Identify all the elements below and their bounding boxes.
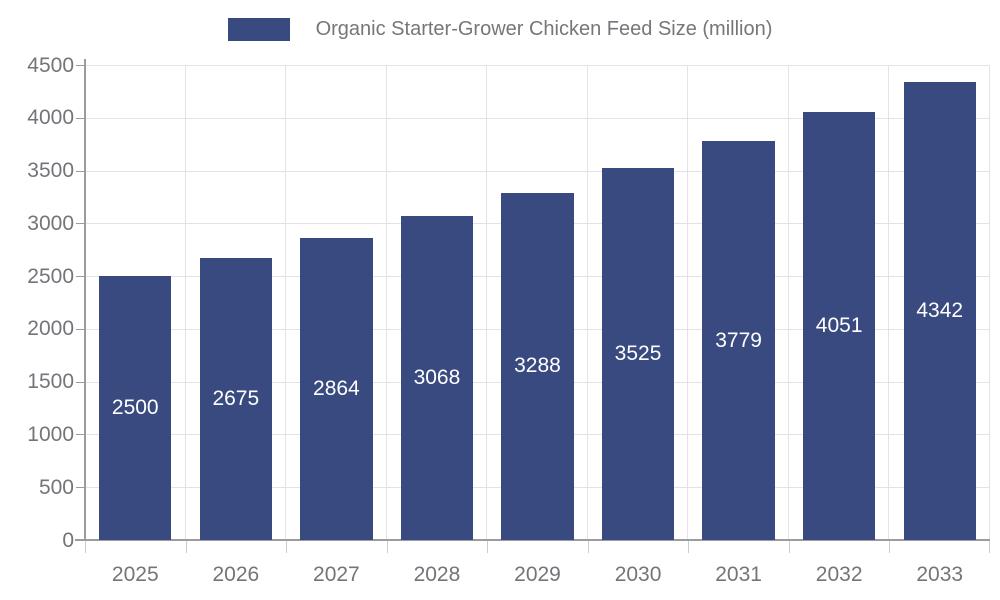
y-axis-tick [76,170,84,172]
x-axis-tick-label: 2033 [916,563,964,586]
bar-value-label: 2675 [212,386,260,410]
y-axis-tick [76,328,84,330]
x-axis-tick-label: 2032 [815,563,863,586]
y-axis-tick-label: 4000 [27,106,74,130]
chart-legend[interactable]: Organic Starter-Grower Chicken Feed Size… [0,15,1000,43]
x-axis-tick [587,541,589,553]
bar-value-label: 3288 [514,354,561,378]
gridline-vertical [184,65,186,540]
y-axis-tick-label: 4500 [27,53,74,77]
x-axis-tick-label: 2025 [111,563,159,586]
y-axis-tick-label: 1500 [27,370,74,394]
bar-2031[interactable]: 3779 [702,141,775,540]
gridline-horizontal [85,170,990,172]
gridline-vertical [586,65,588,540]
y-axis-tick-label: 1000 [27,422,74,446]
bar-2033[interactable]: 4342 [903,81,976,540]
x-axis-tick-label: 2027 [313,563,360,586]
gridline-vertical [285,65,287,540]
y-axis-tick [76,276,84,278]
bar-2027[interactable]: 2864 [300,237,373,540]
x-axis-tick [989,541,990,553]
bar-2030[interactable]: 3525 [601,167,675,540]
gridline-vertical [687,65,689,540]
gridline-horizontal [85,65,990,66]
x-axis-tick-label: 2028 [413,563,461,586]
x-axis-tick [487,541,489,553]
y-axis-tick-label: 2500 [27,264,74,288]
y-axis-tick-label: 3500 [27,159,74,183]
x-axis-tick [688,541,690,553]
y-axis-tick [76,223,84,225]
plot-area: 2500 2675 2864 3068 3288 3525 3779 4051 4342 [75,59,990,553]
bar-value-label: 3068 [413,366,461,390]
x-axis-line [75,539,990,541]
gridline-vertical [385,65,387,540]
gridline-vertical [888,65,890,540]
x-axis-tick [386,541,388,553]
bar-value-label: 3525 [614,341,662,365]
gridline-horizontal [85,117,990,119]
bar-value-label: 4051 [815,314,863,338]
bar-2032[interactable]: 4051 [802,112,876,540]
legend-label: Organic Starter-Grower Chicken Feed Size… [315,18,773,40]
x-axis-tick-label: 2029 [514,563,561,586]
bar-value-label: 4342 [916,298,964,322]
bar-2028[interactable]: 3068 [400,216,474,540]
y-axis-line [84,59,86,540]
x-axis-tick-label: 2026 [212,563,260,586]
y-axis-tick-label: 3000 [27,211,74,235]
x-axis-tick [788,541,790,553]
bar-2026[interactable]: 2675 [199,257,273,540]
x-axis-tick-label: 2030 [614,563,662,586]
x-axis-tick [889,541,891,553]
bar-value-label: 2500 [111,396,159,420]
x-axis-tick [286,541,288,553]
y-axis-tick [76,117,84,119]
gridline-vertical [486,65,488,540]
x-axis-tick [85,541,86,553]
gridline-vertical [787,65,789,540]
y-axis-tick [76,487,84,489]
x-axis-tick-label: 2031 [715,563,762,586]
bar-value-label: 2864 [313,376,360,400]
bar-2029[interactable]: 3288 [501,192,574,540]
bar-value-label: 3779 [715,328,762,352]
bar-2025[interactable]: 2500 [99,276,172,540]
legend-swatch-icon [227,17,290,41]
y-axis-tick [76,65,84,66]
y-axis-tick-label: 2000 [27,317,74,341]
y-axis-tick-label: 0 [62,528,74,552]
x-axis-tick [185,541,187,553]
gridline-vertical [989,65,990,540]
y-axis-tick [76,381,84,383]
y-axis-tick [76,434,84,436]
y-axis-tick-label: 500 [38,475,74,499]
